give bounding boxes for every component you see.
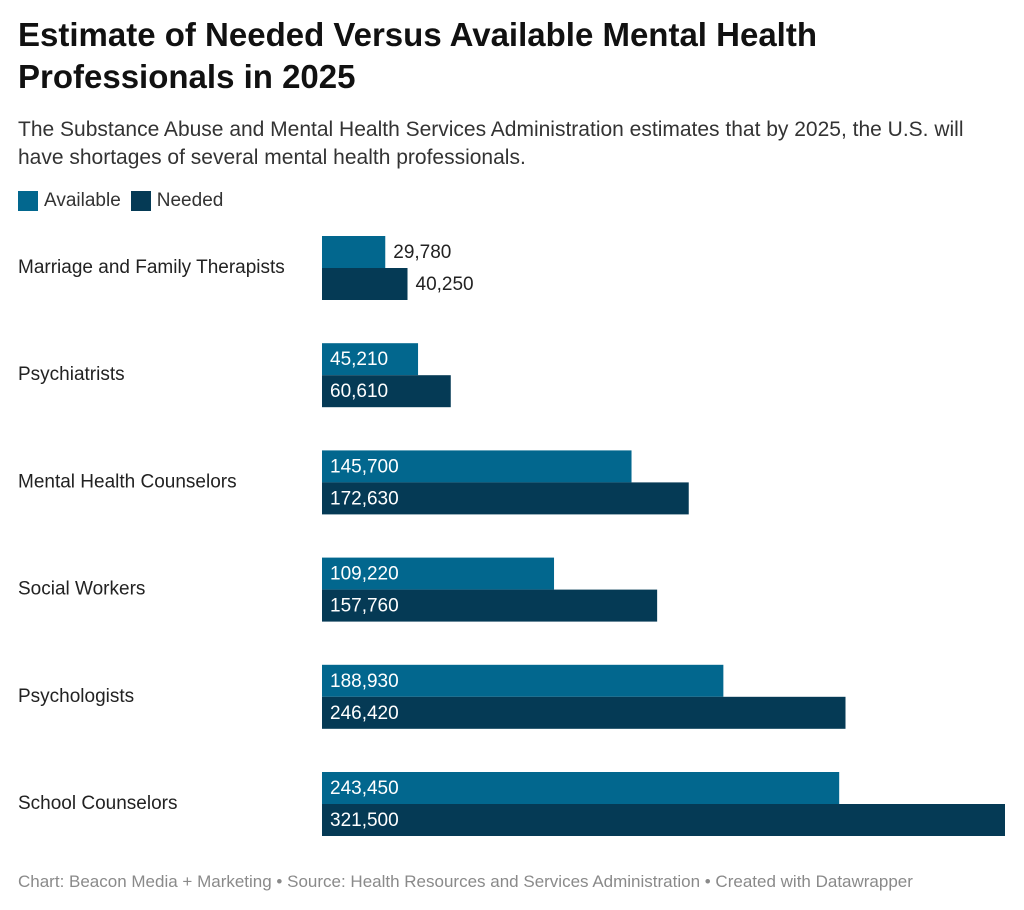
value-label-needed-psychiatrists: 60,610: [330, 381, 388, 402]
legend-item-available: Available: [18, 190, 121, 212]
legend-label-needed: Needed: [156, 190, 224, 211]
category-label-psychologists: Psychologists: [18, 686, 134, 707]
bar-available-marriage-and-family-therapists: [322, 236, 386, 268]
value-label-available-social-workers: 109,220: [330, 564, 399, 585]
bar-needed-mental-health-counselors: [322, 482, 689, 515]
bar-needed-school-counselors: [322, 804, 1005, 836]
value-label-available-mental-health-counselors: 145,700: [330, 456, 399, 477]
bar-needed-social-workers: [322, 589, 658, 622]
legend-swatch-available: [18, 191, 38, 211]
legend-swatch-needed: [130, 191, 151, 211]
category-label-social-workers: Social Workers: [18, 579, 145, 600]
bar-needed-psychologists: [322, 696, 846, 729]
bar-needed-psychiatrists: [322, 375, 451, 408]
chart-subtitle: The Substance Abuse and Mental Health Se…: [18, 118, 964, 169]
category-label-marriage-and-family-therapists: Marriage and Family Therapists: [18, 257, 285, 278]
legend-item-needed: Needed: [130, 190, 224, 212]
value-label-needed-mental-health-counselors: 172,630: [330, 488, 399, 509]
value-label-available-marriage-and-family-therapists: 29,780: [393, 242, 451, 263]
bar-available-mental-health-counselors: [322, 450, 632, 483]
chart-footer: Chart: Beacon Media + Marketing • Source…: [18, 872, 913, 891]
value-label-needed-marriage-and-family-therapists: 40,250: [416, 274, 474, 295]
value-label-needed-social-workers: 157,760: [330, 596, 399, 617]
category-label-psychiatrists: Psychiatrists: [18, 364, 125, 385]
legend: Available Needed: [18, 190, 223, 212]
value-label-needed-psychologists: 246,420: [330, 703, 399, 724]
value-label-available-psychiatrists: 45,210: [330, 349, 388, 370]
value-label-available-school-counselors: 243,450: [330, 778, 399, 799]
bar-available-psychologists: [322, 664, 724, 697]
category-label-mental-health-counselors: Mental Health Counselors: [18, 471, 237, 492]
bar-needed-marriage-and-family-therapists: [322, 268, 408, 300]
category-label-school-counselors: School Counselors: [18, 793, 177, 814]
value-label-available-psychologists: 188,930: [330, 671, 399, 692]
value-label-needed-school-counselors: 321,500: [330, 810, 399, 831]
bar-chart: Marriage and Family Therapists 29,780 40,2…: [18, 236, 1005, 836]
legend-label-available: Available: [44, 190, 121, 211]
bar-available-social-workers: [322, 557, 555, 590]
chart-title: Estimate of Needed Versus Available Ment…: [18, 16, 817, 95]
bar-available-psychiatrists: [322, 343, 419, 376]
bar-available-school-counselors: [322, 772, 840, 804]
